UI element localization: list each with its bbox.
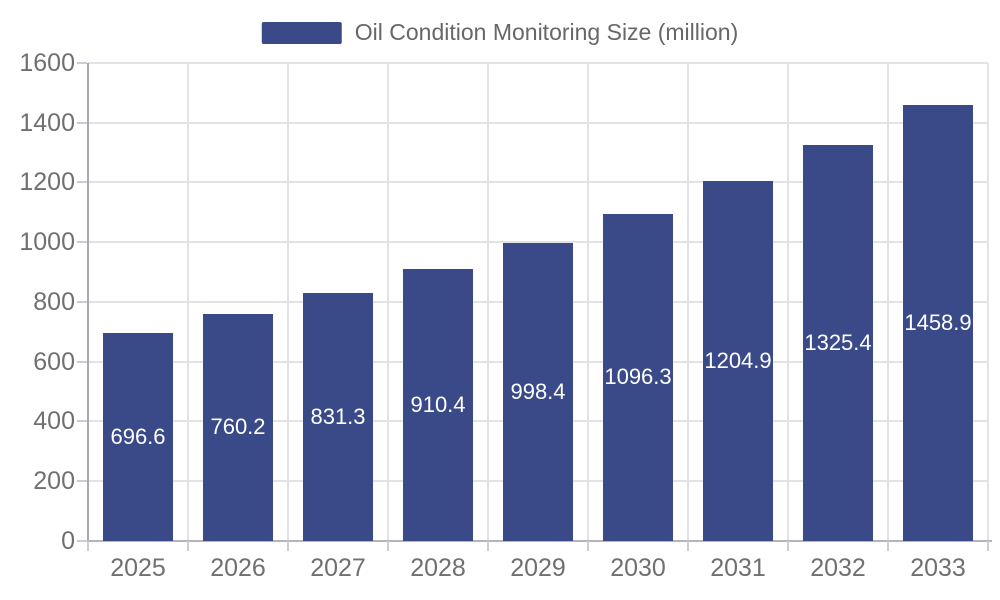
y-axis-tick <box>77 301 87 303</box>
x-axis-tick-label: 2026 <box>210 554 266 582</box>
y-axis-tick-label: 600 <box>33 348 75 376</box>
y-axis-tick-label: 200 <box>33 467 75 495</box>
x-axis-tick <box>387 541 389 551</box>
x-axis-tick-label: 2025 <box>110 554 166 582</box>
y-axis-tick-label: 800 <box>33 288 75 316</box>
x-axis-tick <box>787 541 789 551</box>
x-axis-tick <box>887 541 889 551</box>
x-axis-tick <box>687 541 689 551</box>
legend-swatch <box>261 21 342 44</box>
x-axis-tick-label: 2031 <box>710 554 766 582</box>
horizontal-gridline <box>88 62 988 64</box>
y-axis-tick <box>77 361 87 363</box>
vertical-gridline <box>187 63 189 541</box>
x-axis-tick-label: 2028 <box>410 554 466 582</box>
x-axis-tick-label: 2033 <box>910 554 966 582</box>
x-axis-tick <box>487 541 489 551</box>
y-axis-tick-label: 1000 <box>19 228 75 256</box>
y-axis-tick <box>77 420 87 422</box>
bar-value-label: 760.2 <box>210 414 266 440</box>
vertical-gridline <box>687 63 689 541</box>
y-axis-tick <box>77 181 87 183</box>
vertical-gridline <box>887 63 889 541</box>
x-axis-tick <box>987 541 989 551</box>
plot-area: 0 200 400 600 800 1000 1200 1400 1600 2025 2026 202… <box>19 49 992 582</box>
y-axis-tick-label: 1400 <box>19 109 75 137</box>
vertical-gridline <box>387 63 389 541</box>
bar-value-label: 1204.9 <box>704 348 772 373</box>
x-axis-tick <box>187 541 189 551</box>
vertical-gridline <box>987 63 989 541</box>
vertical-gridline <box>787 63 789 541</box>
x-axis-tick-label: 2029 <box>510 554 566 582</box>
bar-value-label: 1096.3 <box>604 364 672 390</box>
y-axis-tick-label: 1600 <box>19 49 75 77</box>
bar: 696.6 <box>103 332 173 541</box>
x-axis-line <box>86 540 992 542</box>
bar: 1204.9 <box>703 181 773 541</box>
y-axis-tick-label: 0 <box>61 527 75 555</box>
bar-value-label: 696.6 <box>110 423 166 449</box>
bar: 1096.3 <box>603 213 673 541</box>
horizontal-gridline <box>88 181 988 183</box>
bar: 910.4 <box>403 269 473 541</box>
horizontal-gridline <box>88 241 988 243</box>
y-axis-tick <box>77 62 87 64</box>
y-axis-tick <box>77 540 87 542</box>
bar: 1325.4 <box>803 145 873 541</box>
y-axis-tick <box>77 480 87 482</box>
vertical-gridline <box>587 63 589 541</box>
y-axis-line <box>87 63 89 542</box>
x-axis-tick-label: 2030 <box>610 554 666 582</box>
bar: 831.3 <box>303 292 373 541</box>
bar: 998.4 <box>503 242 573 541</box>
legend-label: Oil Condition Monitoring Size (million) <box>354 19 739 45</box>
bar: 760.2 <box>203 313 273 541</box>
x-axis-tick <box>87 541 89 551</box>
bar-value-label: 1458.9 <box>904 310 972 336</box>
legend: Oil Condition Monitoring Size (million) <box>261 19 739 46</box>
vertical-gridline <box>287 63 289 541</box>
bar-value-label: 910.4 <box>410 392 466 417</box>
horizontal-gridline <box>88 122 988 124</box>
bar: 1458.9 <box>903 105 973 541</box>
bar-value-label: 1325.4 <box>804 330 872 355</box>
x-axis-tick <box>287 541 289 551</box>
bar-value-label: 998.4 <box>510 378 566 404</box>
x-axis-tick-label: 2032 <box>810 554 866 582</box>
y-axis-tick <box>77 241 87 243</box>
bar-value-label: 831.3 <box>310 403 366 429</box>
vertical-gridline <box>487 63 489 541</box>
y-axis-tick-label: 1200 <box>19 168 75 196</box>
y-axis-tick <box>77 122 87 124</box>
x-axis-tick-label: 2027 <box>310 554 366 582</box>
x-axis-tick <box>587 541 589 551</box>
y-axis-tick-label: 400 <box>33 407 75 435</box>
